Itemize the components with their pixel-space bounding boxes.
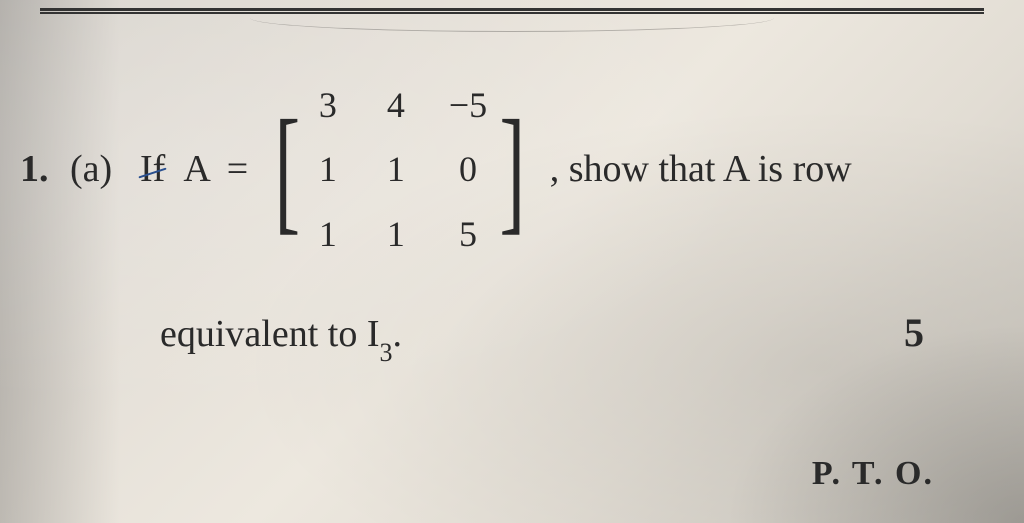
- question-row-1: 1. (a) If A = [ 3 4 −5 1 1 0 1 1 5 ] , s…: [20, 80, 964, 259]
- matrix-cell: 3: [313, 80, 343, 130]
- matrix-cell: 1: [381, 144, 411, 194]
- variable-a: A: [183, 143, 210, 196]
- question-content: 1. (a) If A = [ 3 4 −5 1 1 0 1 1 5 ] , s…: [0, 80, 1024, 362]
- identity-subscript: 3: [379, 338, 392, 367]
- matrix-cell: −5: [449, 80, 487, 130]
- tail2-pre: equivalent to I: [160, 313, 379, 355]
- equivalent-text: equivalent to I3.: [160, 312, 904, 362]
- lead-word: If: [140, 143, 165, 196]
- tail-text-1: , show that A is row: [550, 143, 852, 196]
- matrix-cell: 1: [313, 144, 343, 194]
- matrix-grid: 3 4 −5 1 1 0 1 1 5: [311, 80, 489, 259]
- page-curl-line: [250, 18, 774, 32]
- tail2-post: .: [392, 313, 402, 355]
- bracket-right: ]: [500, 110, 526, 229]
- matrix-cell: 5: [449, 209, 487, 259]
- top-double-rule: [40, 8, 984, 14]
- question-row-2: equivalent to I3. 5: [20, 309, 964, 362]
- question-part: (a): [70, 143, 140, 196]
- equals-sign: =: [227, 143, 248, 196]
- matrix-cell: 1: [313, 209, 343, 259]
- matrix: [ 3 4 −5 1 1 0 1 1 5 ]: [264, 80, 536, 259]
- matrix-cell: 1: [381, 209, 411, 259]
- bracket-left: [: [275, 110, 301, 229]
- question-number: 1.: [20, 143, 70, 196]
- marks: 5: [904, 309, 924, 356]
- matrix-cell: 0: [449, 144, 487, 194]
- matrix-cell: 4: [381, 80, 411, 130]
- pto-label: P. T. O.: [812, 455, 934, 493]
